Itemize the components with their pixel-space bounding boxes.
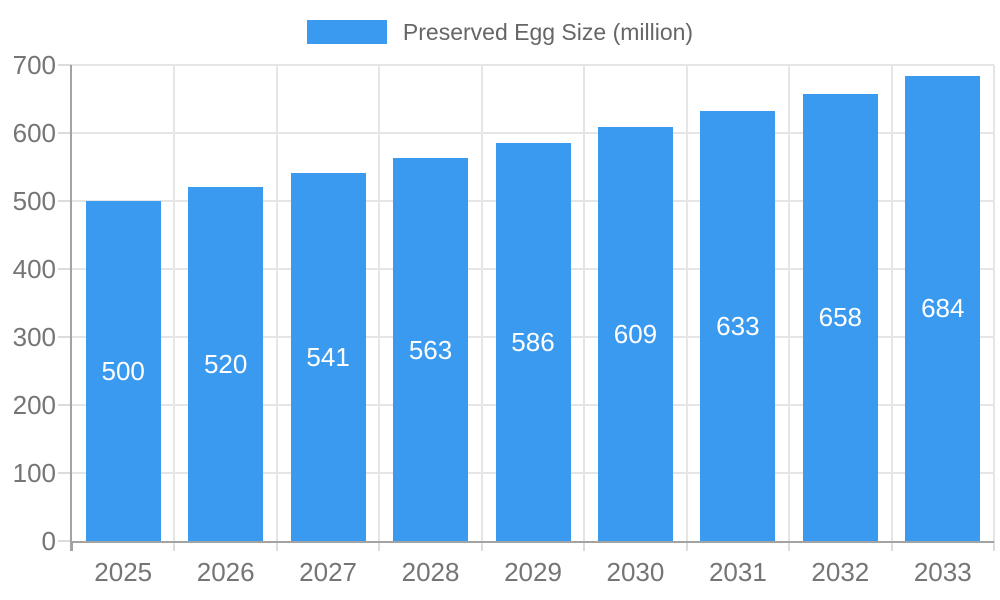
bar-2025[interactable]: 500 (85, 201, 161, 541)
y-axis-label: 200 (12, 390, 56, 420)
bar-2030[interactable]: 609 (597, 126, 673, 541)
x-axis-label: 2027 (299, 557, 358, 587)
legend-item[interactable]: Preserved Egg Size (million) (0, 18, 1000, 46)
bar-value-label: 520 (203, 349, 248, 380)
bar-2028[interactable]: 563 (393, 158, 469, 541)
bar-value-label: 609 (613, 318, 658, 349)
x-axis-label: 2032 (811, 557, 870, 587)
bar-2032[interactable]: 658 (802, 93, 878, 541)
bar-value-label: 658 (818, 302, 863, 333)
bar-2033[interactable]: 684 (905, 75, 981, 541)
y-axis-label: 0 (41, 526, 56, 556)
legend-swatch (306, 20, 387, 44)
x-axis-label: 2033 (913, 557, 972, 587)
bar-value-label: 541 (306, 342, 350, 373)
y-axis-label: 400 (12, 254, 56, 284)
x-axis-label: 2025 (94, 557, 153, 587)
y-axis-label: 300 (12, 322, 56, 352)
bar-2026[interactable]: 520 (188, 187, 264, 541)
x-axis-label: 2030 (606, 557, 665, 587)
y-axis-label: 700 (12, 50, 56, 80)
bar-value-label: 684 (921, 293, 965, 324)
bar-2027[interactable]: 541 (290, 173, 366, 541)
x-axis-label: 2026 (196, 557, 255, 587)
y-axis-label: 500 (12, 186, 56, 216)
x-axis-line (72, 541, 994, 543)
y-axis-label: 100 (12, 458, 56, 488)
bar-2031[interactable]: 633 (700, 110, 776, 541)
bar-value-label: 586 (511, 326, 555, 357)
y-axis-line (70, 65, 72, 551)
x-axis-label: 2031 (708, 557, 767, 587)
y-axis-label: 600 (12, 118, 56, 148)
bar-value-label: 633 (716, 310, 760, 341)
bar-2029[interactable]: 586 (495, 142, 571, 541)
x-axis-label: 2029 (504, 557, 562, 587)
x-axis-label: 2028 (401, 557, 460, 587)
bar-value-label: 500 (101, 356, 145, 386)
legend-label: Preserved Egg Size (million) (402, 19, 694, 45)
bar-value-label: 563 (408, 334, 453, 365)
